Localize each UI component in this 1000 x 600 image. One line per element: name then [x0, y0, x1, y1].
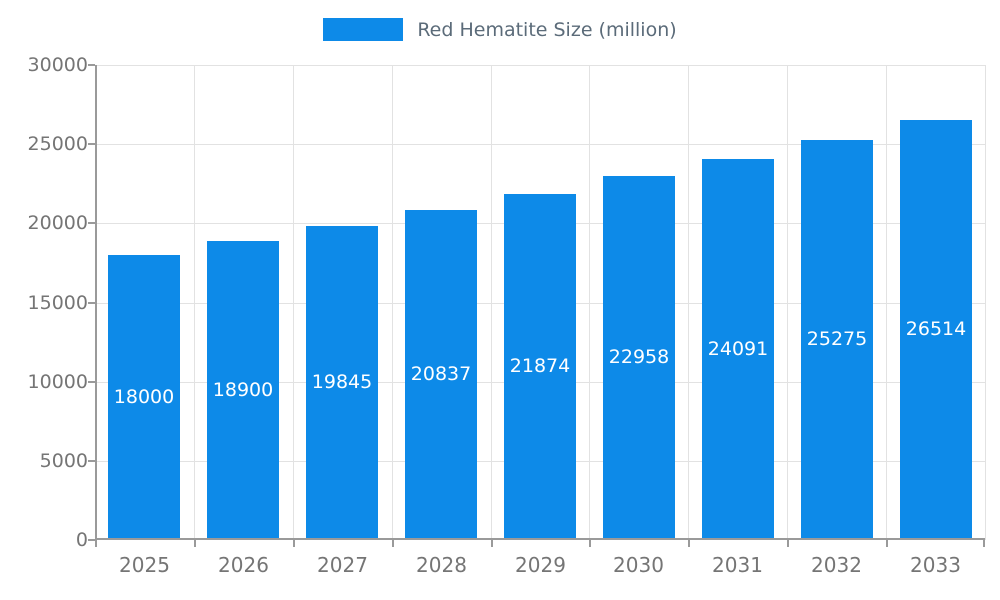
- y-axis-tick-label: 20000: [27, 212, 88, 235]
- x-axis-tick-label: 2029: [515, 553, 566, 577]
- y-axis-tick-label: 5000: [39, 449, 88, 472]
- y-axis-tick: [88, 301, 95, 304]
- y-axis-tick-label: 30000: [27, 54, 88, 76]
- gridline-vertical: [392, 65, 393, 540]
- y-axis-tick: [88, 222, 95, 225]
- gridline-vertical: [589, 65, 590, 540]
- gridline-vertical: [787, 65, 788, 540]
- gridline-horizontal: [95, 144, 985, 146]
- x-axis-tick-label: 2030: [613, 553, 664, 577]
- bar-value-label: 26514: [905, 318, 967, 340]
- y-axis-tick: [88, 143, 95, 146]
- x-axis-tick-label: 2026: [218, 553, 269, 577]
- bar-value-label: 19845: [311, 371, 373, 393]
- y-axis-tick-label: 15000: [27, 291, 88, 314]
- gridline-vertical: [491, 65, 492, 540]
- y-axis-tick-label: 10000: [27, 370, 88, 393]
- gridline-vertical: [293, 65, 294, 540]
- y-axis-line: [95, 65, 97, 540]
- y-axis-tick-label: 25000: [27, 133, 88, 156]
- x-axis-tick: [983, 540, 985, 547]
- x-axis-tick-label: 2025: [119, 553, 170, 577]
- bar-value-label: 21874: [509, 355, 571, 377]
- bar-2026: 18900: [207, 241, 279, 540]
- x-axis-tick-label: 2027: [317, 553, 368, 577]
- bar-2030: 22958: [603, 176, 675, 540]
- gridline-vertical: [985, 65, 986, 540]
- legend-swatch: [323, 18, 404, 41]
- bar-value-label: 18000: [113, 386, 175, 408]
- y-axis-tick-label: 0: [75, 529, 88, 551]
- x-axis-tick: [787, 540, 789, 547]
- bar-value-label: 25275: [806, 328, 868, 350]
- bar-2032: 25275: [801, 140, 873, 540]
- bar-value-label: 20837: [410, 363, 472, 385]
- y-axis-tick: [88, 380, 95, 383]
- x-axis-tick: [194, 540, 196, 547]
- gridline-vertical: [194, 65, 195, 540]
- x-axis-tick: [293, 540, 295, 547]
- bar-2031: 24091: [702, 159, 774, 540]
- x-axis-tick-label: 2033: [910, 553, 961, 577]
- x-axis-tick: [491, 540, 493, 547]
- bar-2027: 19845: [306, 226, 378, 540]
- bar-2033: 26514: [900, 120, 972, 540]
- x-axis-tick: [589, 540, 591, 547]
- y-axis-tick: [88, 64, 95, 66]
- x-axis-tick: [688, 540, 690, 547]
- x-axis-tick: [392, 540, 394, 547]
- bar-2025: 18000: [108, 255, 180, 540]
- gridline-vertical: [688, 65, 689, 540]
- x-axis-tick-label: 2031: [712, 553, 763, 577]
- bar-value-label: 18900: [212, 379, 274, 401]
- bar-2029: 21874: [504, 194, 576, 540]
- x-axis-tick-label: 2028: [416, 553, 467, 577]
- bar-value-label: 24091: [707, 338, 769, 360]
- x-axis-tick: [886, 540, 888, 547]
- gridline-horizontal: [95, 65, 985, 66]
- x-axis-line: [95, 538, 985, 540]
- bar-value-label: 22958: [608, 346, 670, 368]
- gridline-vertical: [886, 65, 887, 540]
- bar-2028: 20837: [405, 210, 477, 540]
- y-axis-tick: [88, 459, 95, 462]
- x-axis-tick-label: 2032: [811, 553, 862, 577]
- legend: Red Hematite Size (million): [0, 18, 1000, 41]
- x-axis-tick: [95, 540, 97, 547]
- plot-area: 18000 18900 19845 20837 21874 22958 24091 25275…: [88, 64, 986, 547]
- y-axis-tick: [88, 539, 95, 541]
- legend-label: Red Hematite Size (million): [417, 18, 677, 41]
